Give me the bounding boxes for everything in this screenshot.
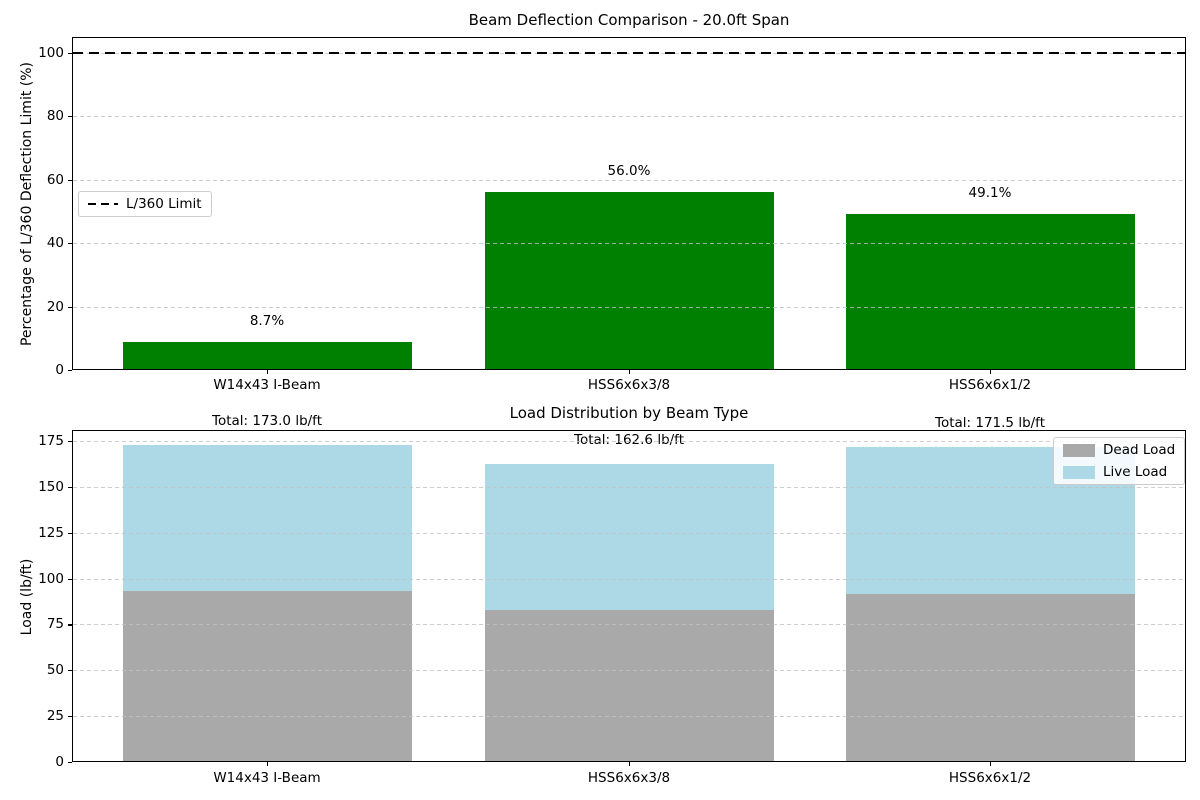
y-tick-label: 125 — [38, 524, 64, 541]
deflection-chart-title: Beam Deflection Comparison - 20.0ft Span — [468, 11, 790, 29]
y-tick-mark — [68, 116, 72, 118]
dead-load-bar — [122, 591, 412, 761]
total-label: Total: 173.0 lb/ft — [212, 412, 322, 429]
y-tick-mark — [68, 52, 72, 55]
y-tick-label: 0 — [55, 754, 64, 770]
dashed-line-sample-icon — [88, 203, 118, 205]
y-tick-mark — [68, 306, 72, 308]
y-tick-mark — [68, 716, 72, 718]
y-tick-label: 80 — [46, 108, 64, 125]
x-tick-label: HSS6x6x1/2 — [948, 377, 1032, 393]
y-tick-label: 40 — [46, 235, 64, 252]
x-tick-mark — [629, 762, 631, 766]
gridline — [73, 624, 1185, 626]
live-load-bar — [122, 444, 412, 592]
load-y-axis-label: Load (lb/ft) — [19, 558, 35, 636]
y-tick-mark — [68, 578, 72, 580]
live-load-bar — [484, 463, 774, 611]
y-tick-mark — [68, 624, 72, 626]
x-tick-label: W14x43 I-Beam — [213, 770, 321, 786]
total-label: Total: 171.5 lb/ft — [935, 415, 1045, 432]
y-tick-mark — [68, 532, 72, 534]
y-tick-mark — [68, 762, 72, 764]
gridline — [73, 116, 1185, 118]
x-tick-mark — [990, 370, 992, 374]
y-tick-label: 20 — [46, 298, 64, 315]
y-tick-label: 175 — [38, 433, 64, 449]
legend-item-live-load: Live Load — [1063, 464, 1167, 480]
y-tick-label: 75 — [46, 616, 64, 633]
deflection-bar — [484, 192, 774, 369]
total-label: Total: 162.6 lb/ft — [574, 431, 684, 448]
y-tick-label: 60 — [46, 171, 64, 188]
y-tick-mark — [68, 179, 72, 181]
load-legend: Dead Load Live Load — [1053, 437, 1186, 485]
y-tick-label: 25 — [46, 708, 64, 725]
gridline — [73, 179, 1185, 181]
x-tick-label: W14x43 I-Beam — [213, 377, 321, 393]
deflection-bar — [122, 342, 412, 369]
bar-value-label: 56.0% — [607, 163, 651, 180]
gridline — [73, 716, 1185, 718]
legend-item-dead-load: Dead Load — [1063, 442, 1175, 458]
y-tick-mark — [68, 370, 72, 372]
y-tick-mark — [68, 486, 72, 489]
limit-line — [73, 51, 1185, 54]
y-tick-label: 0 — [55, 362, 64, 378]
gridline — [73, 578, 1185, 580]
x-tick-label: HSS6x6x1/2 — [948, 770, 1032, 786]
y-tick-label: 50 — [46, 662, 64, 679]
dead-load-bar — [845, 594, 1135, 761]
dead-load-swatch — [1063, 443, 1095, 457]
deflection-bar — [845, 214, 1135, 369]
y-tick-mark — [68, 441, 72, 443]
y-tick-mark — [68, 243, 72, 245]
x-tick-mark — [629, 370, 631, 374]
dead-load-bar — [484, 610, 774, 761]
live-load-legend-label: Live Load — [1103, 464, 1168, 480]
limit-legend: L/360 Limit — [78, 191, 212, 217]
bar-value-label: 8.7% — [249, 313, 285, 330]
limit-legend-label: L/360 Limit — [126, 196, 202, 212]
x-tick-label: HSS6x6x3/8 — [587, 377, 671, 393]
x-tick-label: HSS6x6x3/8 — [587, 770, 671, 786]
y-tick-label: 100 — [38, 44, 64, 61]
gridline — [73, 670, 1185, 672]
live-load-swatch — [1063, 465, 1095, 479]
y-tick-label: 150 — [38, 478, 64, 495]
gridline — [73, 532, 1185, 534]
x-tick-mark — [990, 762, 992, 766]
y-tick-mark — [68, 670, 72, 672]
x-tick-mark — [267, 370, 269, 374]
dead-load-legend-label: Dead Load — [1103, 442, 1176, 458]
x-tick-mark — [267, 762, 269, 766]
gridline — [73, 441, 1185, 442]
y-tick-label: 100 — [38, 570, 64, 587]
bar-value-label: 49.1% — [968, 185, 1012, 202]
load-chart-title: Load Distribution by Beam Type — [509, 404, 749, 422]
gridline — [73, 243, 1185, 245]
gridline — [73, 306, 1185, 308]
gridline — [73, 486, 1185, 488]
